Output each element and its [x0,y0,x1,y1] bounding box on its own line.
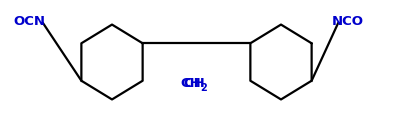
Text: NCO: NCO [332,15,364,28]
Text: CH: CH [180,77,201,90]
Text: 2: 2 [200,83,207,93]
Text: OCN: OCN [13,15,46,28]
Text: CH: CH [184,77,209,90]
